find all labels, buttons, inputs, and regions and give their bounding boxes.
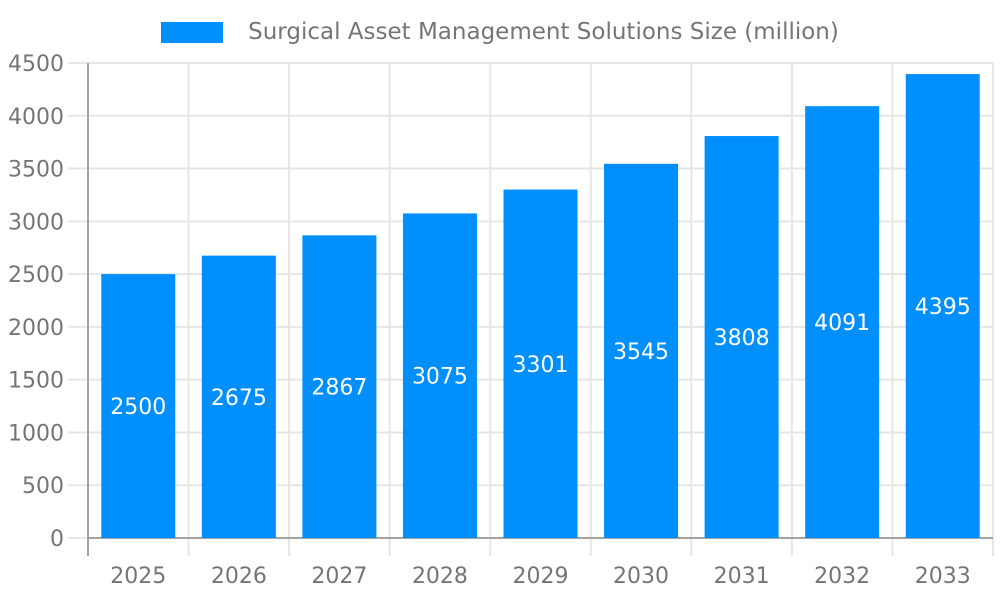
- x-axis-label: 2028: [412, 564, 468, 589]
- bar-value-label: 2675: [211, 386, 267, 411]
- bar-2029[interactable]: [503, 189, 578, 539]
- bar-2033[interactable]: [905, 74, 980, 538]
- bar-value-label: 3808: [714, 326, 770, 351]
- bar-value-label: 2867: [311, 376, 367, 401]
- bar-value-label: 3301: [513, 353, 569, 378]
- bar-2026[interactable]: [201, 255, 276, 538]
- bar-value-label: 4395: [915, 295, 971, 320]
- bar-2027[interactable]: [302, 235, 377, 538]
- bar-value-label: 2500: [110, 395, 166, 420]
- legend-marker-swatch: [161, 21, 224, 43]
- legend-label: Surgical Asset Management Solutions Size…: [248, 19, 839, 45]
- x-axis-label: 2026: [211, 564, 267, 589]
- bar-2032[interactable]: [805, 106, 880, 538]
- x-axis-label: 2032: [814, 564, 870, 589]
- legend-item[interactable]: Surgical Asset Management Solutions Size…: [0, 19, 1000, 45]
- bar-2030[interactable]: [604, 163, 679, 539]
- x-axis-label: 2030: [613, 564, 669, 589]
- x-axis-label: 2031: [714, 564, 770, 589]
- y-axis-tick-label: 2000: [8, 316, 64, 341]
- bar-2031[interactable]: [704, 136, 779, 539]
- y-axis-tick-label: 1000: [8, 421, 64, 446]
- x-axis-label: 2027: [311, 564, 367, 589]
- y-axis-tick-label: 4000: [8, 105, 64, 130]
- bar-value-label: 4091: [814, 311, 870, 336]
- x-axis-label: 2029: [513, 564, 569, 589]
- y-axis-tick-label: 3000: [8, 210, 64, 235]
- y-axis-tick-label: 500: [22, 474, 64, 499]
- y-axis-tick-label: 3500: [8, 158, 64, 183]
- x-axis-label: 2025: [110, 564, 166, 589]
- x-axis-label: 2033: [915, 564, 971, 589]
- bar-2025[interactable]: [101, 274, 176, 538]
- bar-value-label: 3075: [412, 365, 468, 390]
- bar-2028[interactable]: [402, 213, 477, 538]
- y-axis-tick-label: 0: [50, 527, 64, 552]
- y-axis-tick-label: 2500: [8, 263, 64, 288]
- y-axis-tick-label: 1500: [8, 369, 64, 394]
- y-axis-tick-label: 4500: [8, 52, 64, 77]
- bar-value-label: 3545: [613, 340, 669, 365]
